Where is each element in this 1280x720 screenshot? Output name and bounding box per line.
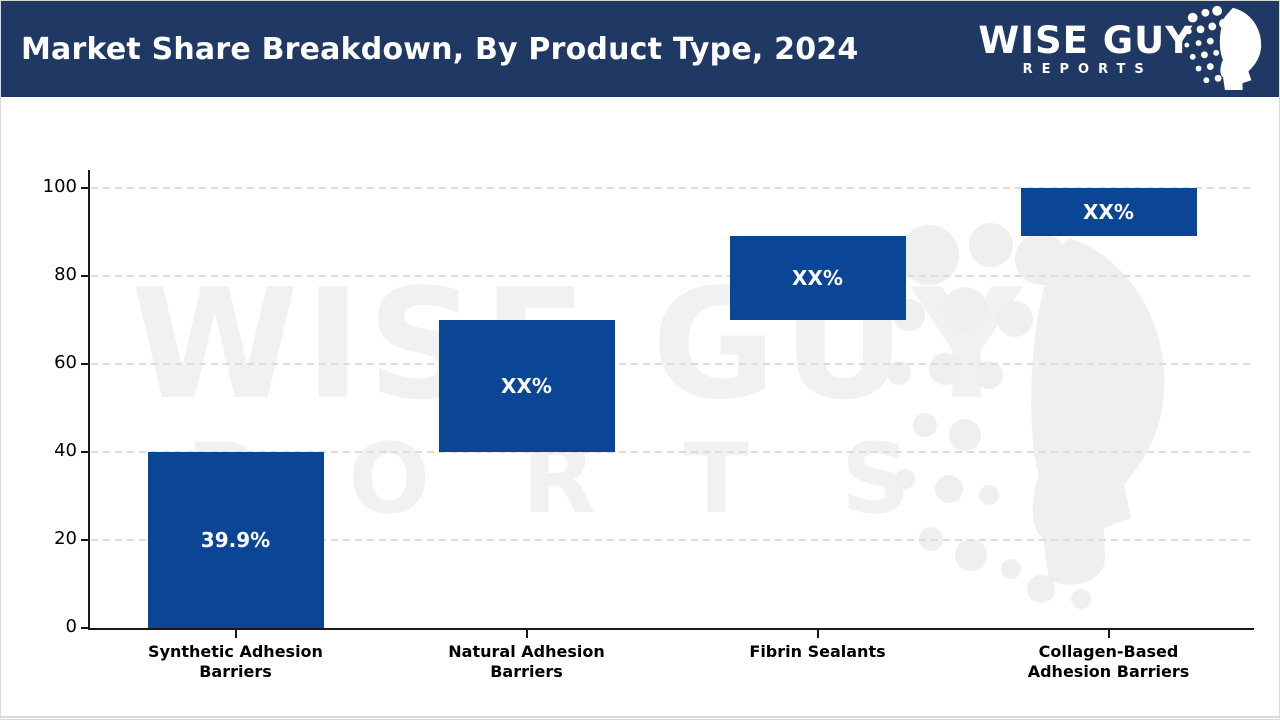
bar-value-label: XX% [1083,199,1134,224]
y-tick-mark [81,275,89,277]
wiseguy-logo-text: WISE GUY REPORTS [978,22,1193,77]
bar-segment: XX% [1020,188,1197,236]
chart-plot-area: 0 20 40 60 80 100 39.9% Synthetic Adhesion Barr… [1,97,1279,701]
y-tick-mark [81,627,89,629]
gridline-100 [91,187,1254,189]
page-title: Market Share Breakdown, By Product Type,… [21,31,859,67]
bar-segment: XX% [729,235,906,321]
gridline-80 [91,275,1254,277]
y-tick-label: 20 [54,528,77,549]
y-tick-label: 0 [65,616,77,637]
bar-value-label: 39.9% [200,528,271,553]
watermark-head-icon [869,223,1189,627]
x-tick-mark [234,630,237,638]
wiseguy-logo-wordmark: WISE GUY [978,18,1193,62]
wiseguy-logo: WISE GUY REPORTS [978,3,1279,95]
category-label: Natural Adhesion Barriers [448,642,605,681]
bar-segment: 39.9% [147,452,324,628]
x-tick-mark [1107,630,1110,638]
y-tick-mark [81,451,89,453]
y-tick-label: 100 [42,176,77,197]
y-tick-mark [81,187,89,189]
y-tick-label: 60 [54,352,77,373]
y-tick-mark [81,539,89,541]
bottom-border-line [1,716,1279,718]
gridline-20 [91,539,1254,541]
bar-value-label: XX% [501,374,552,399]
category-label: Collagen-Based Adhesion Barriers [1027,642,1190,681]
x-axis-line [88,628,1254,630]
bar-segment: XX% [438,320,615,453]
x-tick-mark [525,630,528,638]
y-tick-mark [81,363,89,365]
y-axis-line [88,170,90,630]
gridline-60 [91,363,1254,365]
category-label: Synthetic Adhesion Barriers [148,642,323,681]
x-tick-mark [816,630,819,638]
header-bar: Market Share Breakdown, By Product Type,… [1,1,1279,97]
wiseguy-head-logo-icon [1179,3,1267,95]
bar-value-label: XX% [792,266,843,291]
gridline-40 [91,451,1254,453]
y-tick-label: 40 [54,440,77,461]
category-label: Fibrin Sealants [749,642,886,661]
wiseguy-logo-subtitle: REPORTS [1022,61,1153,77]
y-tick-label: 80 [54,264,77,285]
